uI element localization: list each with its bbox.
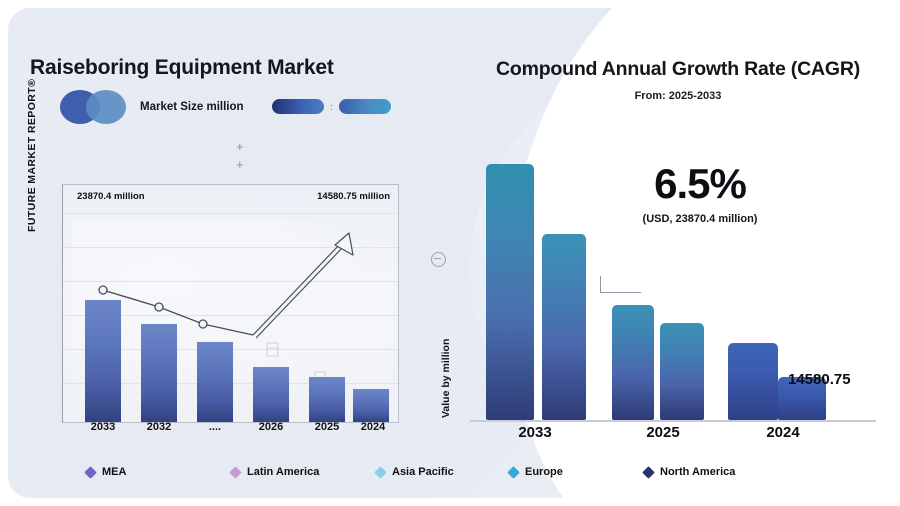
legend-swatch-icon xyxy=(374,465,387,479)
legend-swatch-icon xyxy=(507,465,520,479)
legend-label: North America xyxy=(660,466,736,478)
legend-swatch-icon xyxy=(229,465,242,479)
right-chart-end-value: 14580.75 xyxy=(788,371,851,388)
x-label-2033: 2033 xyxy=(90,421,116,433)
cagr-value: 6.5% xyxy=(654,160,747,207)
left-chart-end-value: 14580.75 million xyxy=(317,191,390,202)
legend-label: Asia Pacific xyxy=(392,466,454,478)
legend-label: MEA xyxy=(102,466,127,478)
rbar-2024-primary xyxy=(728,343,778,420)
rlabel-2025: 2025 xyxy=(646,424,680,441)
legend-pill-group: : xyxy=(272,99,391,114)
legend-label: Latin America xyxy=(247,466,320,478)
growth-arrow-icon xyxy=(252,232,354,339)
right-chart-baseline xyxy=(470,420,876,422)
minus-circle-icon xyxy=(431,252,446,267)
legend-swatch-icon xyxy=(84,465,97,479)
left-bar-chart: 23870.4 million 14580.75 million xyxy=(62,184,399,433)
legend-item-mea[interactable]: MEA xyxy=(84,465,231,479)
legend-item-europe[interactable]: Europe xyxy=(507,465,644,479)
legend-pill-start xyxy=(272,99,324,114)
y-axis-right-label: Value by million xyxy=(440,338,452,418)
venn-logo-icon xyxy=(60,90,130,124)
left-chart-start-value: 23870.4 million xyxy=(77,191,145,202)
watermark-icons xyxy=(266,342,326,384)
rbar-2025-primary xyxy=(612,305,654,420)
cagr-subtitle: From: 2025-2033 xyxy=(634,90,722,102)
y-axis-left-label: FUTURE MARKET REPORT® xyxy=(26,78,38,232)
bar-2033 xyxy=(85,300,121,422)
legend-label: Europe xyxy=(525,466,563,478)
x-label-2032: 2032 xyxy=(146,421,172,433)
x-label-2025: 2025 xyxy=(314,421,340,433)
bar-dots xyxy=(197,342,233,422)
bar-2024 xyxy=(353,389,389,422)
x-label-dots: .... xyxy=(208,421,222,433)
bar-2026 xyxy=(253,367,289,422)
market-size-legend-head: Market Size million xyxy=(60,90,244,124)
x-label-2026: 2026 xyxy=(258,421,284,433)
legend-item-asia-pacific[interactable]: Asia Pacific xyxy=(374,465,509,479)
cagr-usd-value: (USD, 23870.4 million) xyxy=(642,213,758,225)
legend-item-latin-america[interactable]: Latin America xyxy=(229,465,376,479)
trend-line-overlay xyxy=(98,232,354,384)
rbar-2024-secondary xyxy=(778,377,826,420)
rlabel-2024: 2024 xyxy=(766,424,800,441)
cagr-title: Compound Annual Growth Rate (CAGR) xyxy=(495,58,861,80)
bar-2025 xyxy=(309,377,345,422)
rbar-2033-primary xyxy=(486,164,534,420)
x-label-2024: 2024 xyxy=(360,421,386,433)
legend-pill-end xyxy=(338,99,391,114)
rbar-2025-secondary xyxy=(660,323,704,420)
rbar-2033-secondary xyxy=(542,234,586,420)
axis-tick-decoration xyxy=(600,276,641,293)
legend-swatch-icon xyxy=(642,465,655,479)
legend-pill-separator: : xyxy=(330,101,333,112)
bar-2032 xyxy=(141,324,177,422)
market-size-label: Market Size million xyxy=(140,101,244,113)
legend-item-north-america[interactable]: North America xyxy=(642,465,736,479)
plus-marks-decoration: + + xyxy=(236,139,244,172)
region-legend: MEA Latin America Asia Pacific Europe No… xyxy=(84,465,736,479)
rlabel-2033: 2033 xyxy=(518,424,552,441)
page-title: Raiseboring Equipment Market xyxy=(30,56,334,79)
left-chart-bars xyxy=(63,185,398,422)
right-bar-chart: 2033 2025 2024 xyxy=(470,150,890,441)
